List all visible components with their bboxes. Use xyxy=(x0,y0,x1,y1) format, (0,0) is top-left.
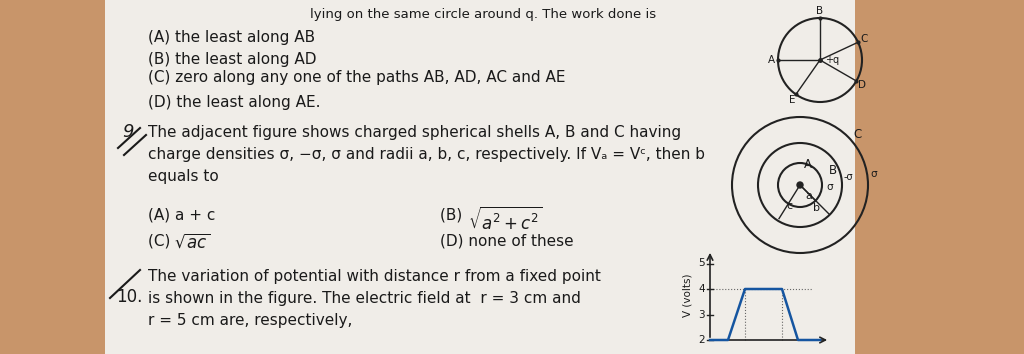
Text: V (volts): V (volts) xyxy=(683,273,693,317)
Text: B: B xyxy=(816,6,823,16)
Text: -σ: -σ xyxy=(844,172,854,182)
Text: charge densities σ, −σ, σ and radii a, b, c, respectively. If Vₐ = Vᶜ, then b: charge densities σ, −σ, σ and radii a, b… xyxy=(148,147,705,162)
Text: D: D xyxy=(858,80,866,90)
Text: σ: σ xyxy=(870,169,877,179)
Text: The variation of potential with distance r from a fixed point: The variation of potential with distance… xyxy=(148,269,601,284)
Text: σ: σ xyxy=(826,182,833,192)
Text: $\sqrt{a^2+c^2}$: $\sqrt{a^2+c^2}$ xyxy=(468,207,543,234)
Text: c: c xyxy=(786,201,793,211)
Text: 4: 4 xyxy=(698,284,705,294)
Text: a: a xyxy=(805,191,812,201)
Text: 3: 3 xyxy=(698,309,705,320)
Text: C: C xyxy=(861,34,868,44)
Text: (B) the least along AD: (B) the least along AD xyxy=(148,52,316,67)
Text: E: E xyxy=(788,95,796,105)
Text: +q: +q xyxy=(825,55,839,65)
Text: 5: 5 xyxy=(698,258,705,268)
Text: b: b xyxy=(813,203,820,213)
Text: C: C xyxy=(854,129,862,142)
Text: The adjacent figure shows charged spherical shells A, B and C having: The adjacent figure shows charged spheri… xyxy=(148,125,681,140)
Text: (C): (C) xyxy=(148,233,175,248)
Text: r = 5 cm are, respectively,: r = 5 cm are, respectively, xyxy=(148,313,352,328)
Text: (A) a + c: (A) a + c xyxy=(148,207,215,222)
Text: (B): (B) xyxy=(440,207,467,222)
Text: A: A xyxy=(804,159,812,171)
Text: 2: 2 xyxy=(698,335,705,345)
Circle shape xyxy=(797,182,803,188)
Text: A: A xyxy=(767,55,774,65)
Text: equals to: equals to xyxy=(148,169,219,184)
Text: $\sqrt{ac}$: $\sqrt{ac}$ xyxy=(174,233,210,252)
Text: (D) none of these: (D) none of these xyxy=(440,233,573,248)
Text: lying on the same circle around q. The work done is: lying on the same circle around q. The w… xyxy=(310,8,656,21)
Text: (D) the least along AE.: (D) the least along AE. xyxy=(148,95,321,110)
Bar xyxy=(105,0,855,354)
Text: (A) the least along AB: (A) the least along AB xyxy=(148,30,315,45)
Text: 9: 9 xyxy=(122,123,134,141)
Text: 10.: 10. xyxy=(116,288,142,306)
Text: is shown in the figure. The electric field at  r = 3 cm and: is shown in the figure. The electric fie… xyxy=(148,291,581,306)
Text: B: B xyxy=(829,164,837,177)
Text: (C) zero along any one of the paths AB, AD, AC and AE: (C) zero along any one of the paths AB, … xyxy=(148,70,565,85)
